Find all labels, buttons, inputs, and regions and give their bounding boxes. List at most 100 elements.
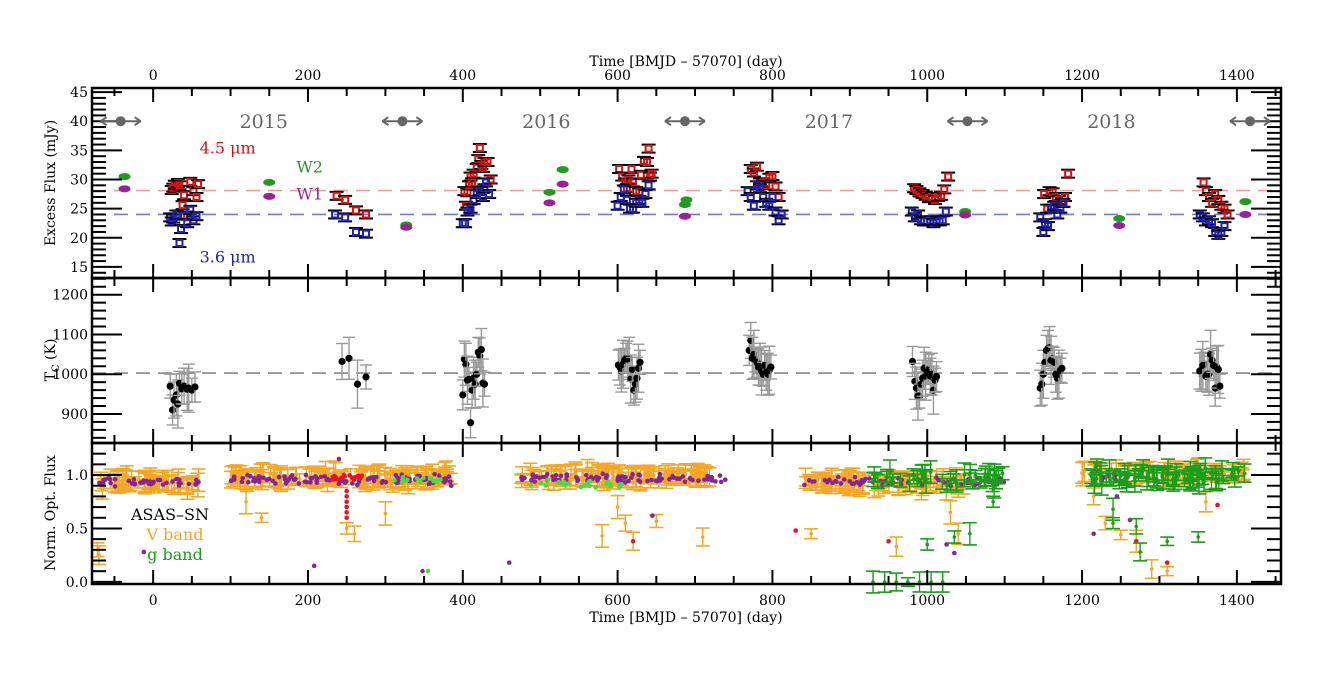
data-point [437, 473, 442, 478]
ylabel-sub: C [51, 364, 62, 372]
data-point [1038, 380, 1046, 388]
data-point [581, 476, 586, 480]
data-point [1139, 469, 1144, 474]
data-point [160, 482, 166, 487]
data-point [1133, 479, 1137, 484]
data-point [771, 182, 780, 191]
data-point [657, 475, 662, 480]
data-point [108, 480, 114, 486]
data-point [330, 477, 336, 482]
data-point [650, 513, 655, 518]
data-point [1111, 521, 1115, 525]
data-point [1199, 178, 1208, 187]
data-point [183, 219, 192, 228]
data-point [1196, 535, 1200, 539]
top-x-tick-label: 1000 [909, 68, 945, 84]
data-point [556, 479, 561, 485]
data-point [344, 504, 349, 510]
data-point [1202, 479, 1206, 484]
data-point [251, 477, 257, 482]
data-point [284, 478, 289, 484]
data-point [468, 178, 477, 187]
middle-panel-frame [90, 276, 1283, 445]
data-point [1210, 473, 1215, 478]
data-point [341, 472, 347, 478]
data-point [689, 470, 694, 474]
data-point [575, 478, 580, 484]
data-point [894, 544, 899, 549]
data-point [480, 380, 489, 388]
y-tick-label: 1.0 [66, 468, 88, 484]
data-point [263, 178, 276, 186]
data-point [718, 479, 724, 485]
data-point [414, 476, 420, 481]
data-point [118, 173, 131, 181]
year-label: 2018 [1087, 111, 1135, 133]
data-point [172, 486, 177, 491]
data-point [186, 481, 192, 487]
data-point [352, 531, 357, 536]
data-point [475, 144, 484, 153]
data-point [338, 476, 344, 481]
data-point [1043, 222, 1052, 231]
data-point [765, 201, 774, 210]
y-tick-label: 0.5 [66, 521, 88, 537]
data-point [362, 373, 370, 381]
year-marker-icon [946, 116, 989, 127]
data-point [622, 195, 631, 204]
top-x-tick-label: 600 [604, 68, 631, 84]
y-tick-label: 20 [70, 231, 88, 247]
data-point [359, 473, 365, 478]
data-point [308, 476, 314, 481]
data-point [1208, 198, 1217, 207]
data-point [273, 481, 278, 486]
data-point [633, 374, 641, 382]
data-point [374, 474, 379, 480]
bottom-x-tick-label: 600 [604, 593, 631, 609]
data-point [351, 227, 360, 236]
data-point [885, 474, 889, 479]
data-point [438, 477, 443, 482]
data-point [713, 479, 718, 484]
year-marker-arrows [100, 116, 142, 127]
data-point [774, 192, 783, 201]
data-point [852, 474, 858, 480]
year-marker-dot [962, 116, 973, 127]
data-point [126, 478, 132, 484]
data-point [459, 391, 467, 399]
data-point [1165, 569, 1170, 573]
data-point [994, 477, 998, 482]
data-point [698, 472, 702, 477]
data-point [835, 474, 841, 480]
data-point [623, 480, 628, 485]
top-x-tick-label: 400 [449, 68, 476, 84]
top-x-tick-label: 0 [149, 68, 158, 84]
data-point [400, 223, 413, 231]
legend-label: 4.5 μm [200, 138, 256, 157]
ylabel-unit: (K) [43, 339, 59, 365]
data-point [131, 476, 137, 482]
axis-frames [90, 86, 1283, 586]
data-point [636, 170, 645, 179]
data-point [1242, 471, 1247, 475]
data-point [147, 479, 153, 484]
data-point [293, 476, 298, 482]
data-point [644, 144, 653, 153]
data-point [1095, 463, 1099, 468]
data-point [948, 479, 953, 483]
data-point [627, 165, 636, 174]
data-point [604, 481, 609, 487]
data-point [279, 478, 283, 482]
data-point [1164, 560, 1170, 565]
data-point [383, 479, 389, 485]
data-point [344, 515, 349, 521]
data-point [296, 481, 302, 486]
y-tick-label: 15 [70, 260, 88, 276]
data-point [314, 478, 319, 484]
data-point [342, 480, 348, 485]
data-point [522, 475, 527, 481]
data-point [1220, 469, 1224, 473]
data-point [553, 472, 559, 478]
data-point [876, 479, 880, 484]
data-point [529, 477, 534, 483]
